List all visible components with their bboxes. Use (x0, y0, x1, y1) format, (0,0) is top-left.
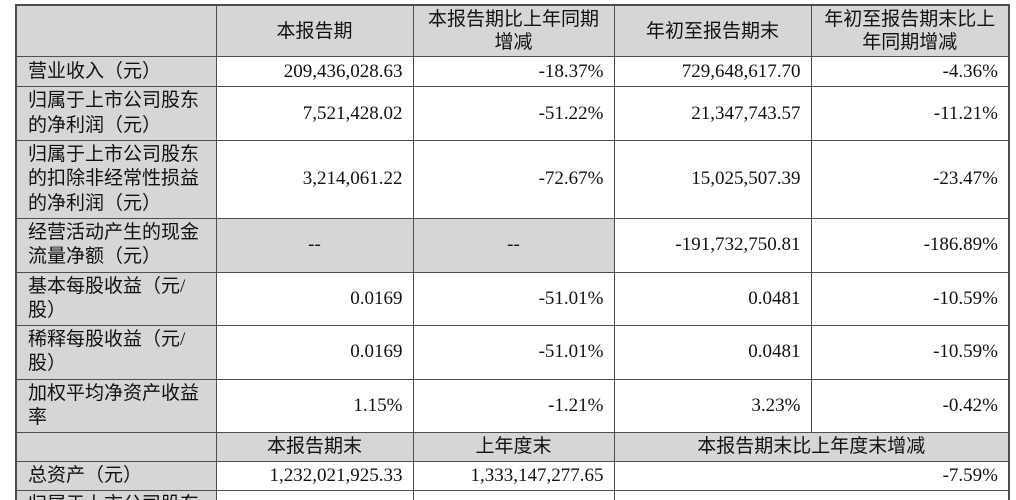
table-row-weighted-avg-roe: 加权平均净资产收益率 1.15% -1.21% 3.23% -0.42% (15, 378, 1010, 434)
cell-value: -23.47% (810, 139, 1010, 219)
cell-value: -18.37% (412, 56, 615, 88)
cell-value: -10.59% (810, 271, 1010, 327)
table-row-basic-eps: 基本每股收益（元/股） 0.0169 -51.01% 0.0481 -10.59… (15, 271, 1010, 327)
cell-value: 0.0169 (215, 325, 414, 380)
cell-value: 670,967,383.79 (215, 489, 414, 500)
cell-value: 1,333,147,277.65 (412, 460, 615, 491)
cell-value: 0.0481 (613, 271, 812, 327)
cell-value: -72.67% (412, 139, 615, 219)
corner-cell (15, 432, 217, 462)
cell-value: -186.89% (810, 217, 1010, 273)
row-label-net-profit: 归属于上市公司股东的净利润（元） (15, 86, 217, 141)
col-header-ytd: 年初至报告期末 (613, 4, 812, 58)
cell-value: -4.36% (810, 56, 1010, 88)
table-row-net-profit: 归属于上市公司股东的净利润（元） 7,521,428.02 -51.22% 21… (15, 86, 1010, 141)
cell-not-applicable: -- (412, 217, 615, 273)
cell-value: -11.21% (810, 86, 1010, 141)
col-header-current-period: 本报告期 (215, 4, 414, 58)
row-label-basic-eps: 基本每股收益（元/股） (15, 271, 217, 327)
col-header-ytd-yoy: 年初至报告期末比上年同期增减 (810, 4, 1010, 58)
table-row-revenue: 营业收入（元） 209,436,028.63 -18.37% 729,648,6… (15, 56, 1010, 88)
table-row-operating-cash-flow: 经营活动产生的现金流量净额（元） -- -- -191,732,750.81 -… (15, 217, 1010, 273)
cell-value: 15,025,507.39 (613, 139, 812, 219)
cell-value: -51.01% (412, 325, 615, 380)
col-header-prior-year-end: 上年度末 (412, 432, 615, 462)
cell-value: 21,347,743.57 (613, 86, 812, 141)
corner-cell (15, 4, 217, 58)
financial-summary-table: 本报告期 本报告期比上年同期增减 年初至报告期末 年初至报告期末比上年同期增减 … (15, 4, 1010, 500)
cell-value: -1.21% (412, 378, 615, 434)
col-header-period-end-vs-prior: 本报告期末比上年度末增减 (613, 432, 1010, 462)
cell-value: -7.59% (613, 460, 1010, 491)
row-label-diluted-eps: 稀释每股收益（元/股） (15, 325, 217, 380)
cell-value: 7,521,428.02 (215, 86, 414, 141)
cell-value: 3.20% (613, 489, 1010, 500)
cell-not-applicable: -- (215, 217, 414, 273)
cell-value: -51.22% (412, 86, 615, 141)
table-row-owners-equity: 归属于上市公司股东的所有者权益（元） 670,967,383.79 650,19… (15, 489, 1010, 500)
report-page: 本报告期 本报告期比上年同期增减 年初至报告期末 年初至报告期末比上年同期增减 … (15, 4, 1016, 500)
cell-value: 1,232,021,925.33 (215, 460, 414, 491)
row-label-net-profit-excl-nonrecurring: 归属于上市公司股东的扣除非经常性损益的净利润（元） (15, 139, 217, 219)
cell-value: -51.01% (412, 271, 615, 327)
col-header-period-end: 本报告期末 (215, 432, 414, 462)
table-row-diluted-eps: 稀释每股收益（元/股） 0.0169 -51.01% 0.0481 -10.59… (15, 325, 1010, 380)
cell-value: 729,648,617.70 (613, 56, 812, 88)
row-label-revenue: 营业收入（元） (15, 56, 217, 88)
cell-value: 3,214,061.22 (215, 139, 414, 219)
cell-value: 0.0169 (215, 271, 414, 327)
row-label-owners-equity: 归属于上市公司股东的所有者权益（元） (15, 489, 217, 500)
col-header-current-period-yoy: 本报告期比上年同期增减 (412, 4, 615, 58)
cell-value: 3.23% (613, 378, 812, 434)
cell-value: 1.15% (215, 378, 414, 434)
table-row-total-assets: 总资产（元） 1,232,021,925.33 1,333,147,277.65… (15, 460, 1010, 491)
row-label-operating-cash-flow: 经营活动产生的现金流量净额（元） (15, 217, 217, 273)
cell-value: -191,732,750.81 (613, 217, 812, 273)
cell-value: -0.42% (810, 378, 1010, 434)
row-label-weighted-avg-roe: 加权平均净资产收益率 (15, 378, 217, 434)
table-row-net-profit-excl-nonrecurring: 归属于上市公司股东的扣除非经常性损益的净利润（元） 3,214,061.22 -… (15, 139, 1010, 219)
table-header-row-bottom: 本报告期末 上年度末 本报告期末比上年度末增减 (15, 432, 1010, 462)
row-label-total-assets: 总资产（元） (15, 460, 217, 491)
cell-value: 209,436,028.63 (215, 56, 414, 88)
table-header-row-top: 本报告期 本报告期比上年同期增减 年初至报告期末 年初至报告期末比上年同期增减 (15, 4, 1010, 58)
cell-value: -10.59% (810, 325, 1010, 380)
cell-value: 0.0481 (613, 325, 812, 380)
cell-value: 650,191,537.10 (412, 489, 615, 500)
